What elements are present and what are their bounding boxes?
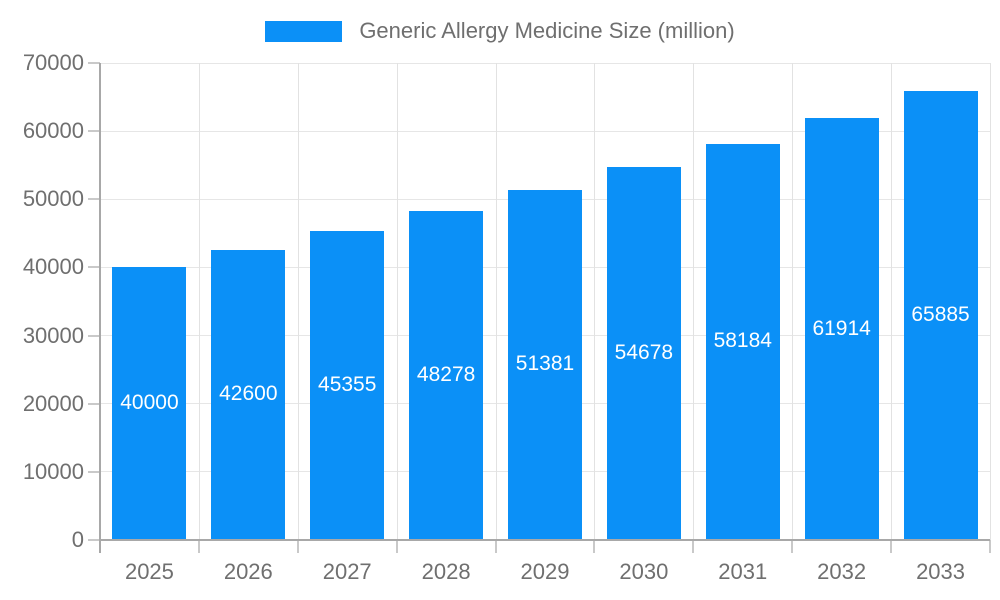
x-axis-label: 2033 xyxy=(916,559,966,584)
y-gridline xyxy=(100,130,990,132)
bar-value-label: 54678 xyxy=(614,341,674,365)
y-axis-label: 40000 xyxy=(22,254,84,280)
y-axis-tick xyxy=(88,266,100,269)
y-axis-label: 70000 xyxy=(22,50,84,75)
bar[interactable]: 58184 xyxy=(705,143,780,539)
x-axis-label: 2025 xyxy=(124,559,174,584)
bar-value-label: 61914 xyxy=(812,316,871,340)
x-axis-label: 2029 xyxy=(520,559,570,584)
bar[interactable]: 54678 xyxy=(606,167,681,539)
y-axis-tick xyxy=(88,198,100,201)
y-axis-tick xyxy=(88,402,100,405)
y-axis-label: 0 xyxy=(71,527,84,552)
bar-value-label: 45355 xyxy=(318,372,377,396)
bar[interactable]: 40000 xyxy=(112,267,187,539)
x-gridline xyxy=(990,63,991,540)
x-gridline xyxy=(297,63,299,540)
bar-value-label: 51381 xyxy=(515,352,575,376)
x-axis-tick xyxy=(197,540,200,553)
x-gridline xyxy=(495,63,497,540)
x-axis-tick xyxy=(494,540,497,553)
bar[interactable]: 51381 xyxy=(508,189,582,539)
bar[interactable]: 42600 xyxy=(211,249,286,539)
bar-value-label: 40000 xyxy=(120,391,179,415)
legend-item[interactable]: Generic Allergy Medicine Size (million) xyxy=(265,18,735,44)
y-axis-label: 20000 xyxy=(22,390,84,416)
bar-value-label: 42600 xyxy=(219,382,278,406)
bar[interactable]: 61914 xyxy=(804,118,879,539)
y-axis-label: 60000 xyxy=(22,118,84,144)
x-axis-label: 2027 xyxy=(322,559,372,584)
legend: Generic Allergy Medicine Size (million) xyxy=(0,18,1000,44)
y-axis-label: 10000 xyxy=(22,458,84,484)
x-gridline xyxy=(594,63,596,540)
y-axis-tick xyxy=(88,130,100,133)
x-axis-tick xyxy=(296,540,299,553)
x-gridline xyxy=(396,63,398,540)
x-axis-tick xyxy=(692,540,695,553)
bar[interactable]: 65885 xyxy=(903,91,978,539)
bar-value-label: 58184 xyxy=(713,329,772,353)
legend-label: Generic Allergy Medicine Size (million) xyxy=(359,18,735,43)
x-gridline xyxy=(198,63,200,540)
x-axis-label: 2028 xyxy=(421,559,471,584)
y-axis-tick xyxy=(88,62,100,64)
bar[interactable]: 48278 xyxy=(409,211,484,539)
x-axis-tick xyxy=(593,540,596,553)
x-axis-label: 2032 xyxy=(817,559,867,584)
x-axis-tick xyxy=(791,540,794,553)
y-axis-tick xyxy=(88,334,100,337)
x-axis-tick xyxy=(890,540,893,553)
y-axis-label: 30000 xyxy=(22,322,84,348)
bar-value-label: 48278 xyxy=(416,363,476,386)
x-axis-line xyxy=(99,539,990,541)
legend-swatch-icon xyxy=(265,20,343,42)
x-axis-label: 2031 xyxy=(718,559,768,584)
x-gridline xyxy=(891,63,893,540)
x-gridline xyxy=(693,63,695,540)
y-axis-line xyxy=(99,63,101,553)
y-axis-label: 50000 xyxy=(22,186,84,212)
x-axis-label: 2030 xyxy=(619,559,669,584)
y-gridline xyxy=(100,62,990,64)
x-axis-label: 2026 xyxy=(223,559,273,584)
y-axis-tick xyxy=(88,470,100,473)
x-gridline xyxy=(792,63,794,540)
bar[interactable]: 45355 xyxy=(310,230,385,539)
bar-value-label: 65885 xyxy=(911,303,970,326)
y-axis-tick xyxy=(88,539,100,541)
x-axis-tick xyxy=(395,540,398,553)
x-axis-tick xyxy=(989,540,991,553)
